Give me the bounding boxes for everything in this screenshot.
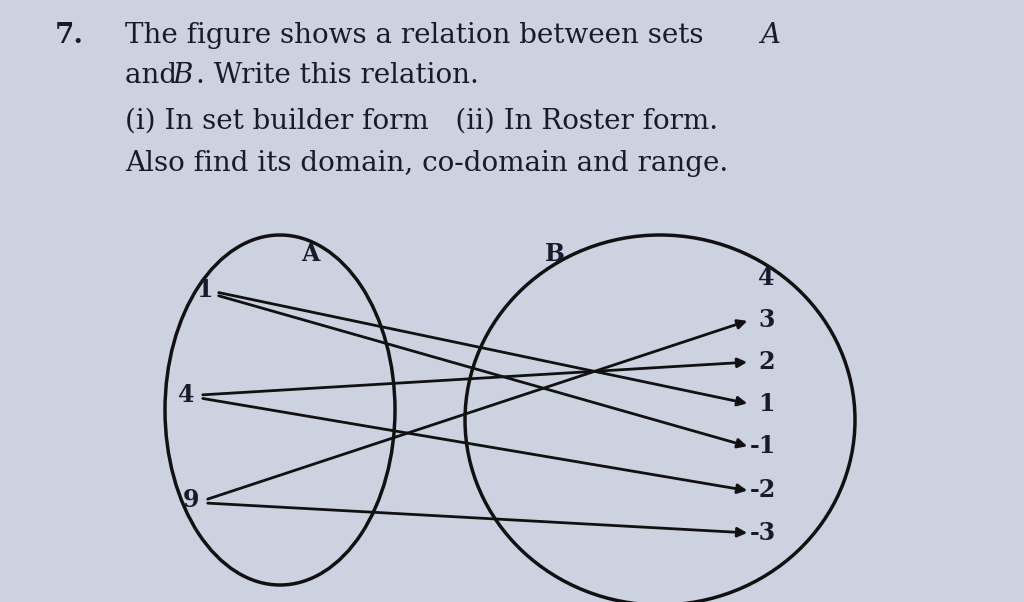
Text: (i) In set builder form   (ii) In Roster form.: (i) In set builder form (ii) In Roster f… bbox=[125, 108, 718, 135]
Text: 3: 3 bbox=[758, 308, 774, 332]
Text: 4: 4 bbox=[758, 266, 774, 290]
Text: -1: -1 bbox=[750, 434, 776, 458]
Text: -3: -3 bbox=[750, 521, 776, 545]
Text: -2: -2 bbox=[750, 478, 776, 502]
Text: . Write this relation.: . Write this relation. bbox=[196, 62, 479, 89]
Text: 1: 1 bbox=[758, 392, 774, 416]
Text: 7.: 7. bbox=[55, 22, 84, 49]
Text: and: and bbox=[125, 62, 186, 89]
Text: A: A bbox=[760, 22, 780, 49]
Text: 1: 1 bbox=[196, 278, 213, 302]
Text: B: B bbox=[172, 62, 193, 89]
Text: 9: 9 bbox=[183, 488, 200, 512]
Text: 4: 4 bbox=[178, 383, 195, 407]
Text: B: B bbox=[545, 242, 565, 266]
Text: A: A bbox=[301, 242, 319, 266]
Text: Also find its domain, co-domain and range.: Also find its domain, co-domain and rang… bbox=[125, 150, 728, 177]
Text: The figure shows a relation between sets: The figure shows a relation between sets bbox=[125, 22, 713, 49]
Text: 2: 2 bbox=[758, 350, 774, 374]
